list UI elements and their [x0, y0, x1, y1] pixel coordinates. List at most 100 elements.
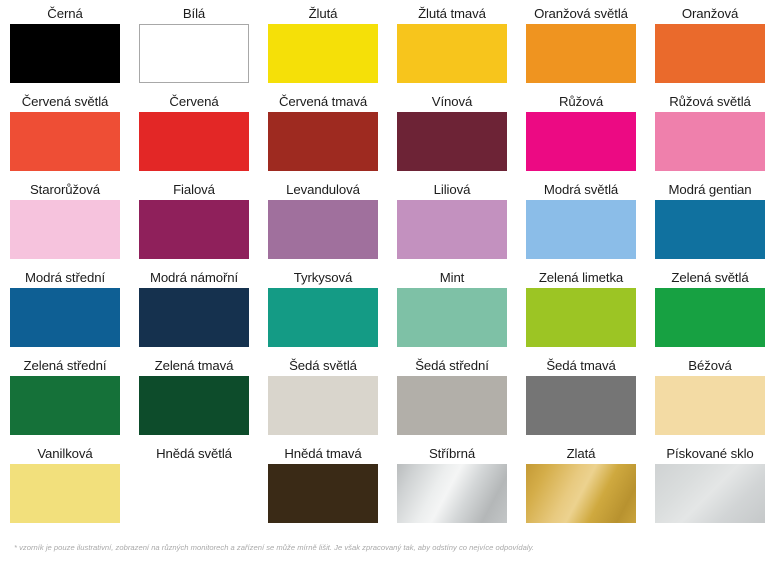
swatch-cell[interactable]: Růžová: [526, 92, 636, 180]
swatch-color-chip[interactable]: [139, 376, 249, 435]
swatch-cell[interactable]: Zelená světlá: [655, 268, 765, 356]
swatch-cell[interactable]: Šedá tmavá: [526, 356, 636, 444]
swatch-cell[interactable]: Zelená limetka: [526, 268, 636, 356]
swatch-cell[interactable]: Vanilková: [10, 444, 120, 532]
swatch-cell[interactable]: Hnědá světlá: [139, 444, 249, 532]
swatch-color-chip[interactable]: [526, 24, 636, 83]
swatch-color-chip[interactable]: [655, 376, 765, 435]
swatch-label: Zlatá: [566, 446, 596, 462]
swatch-label: Vínová: [431, 94, 473, 110]
swatch-color-chip[interactable]: [139, 288, 249, 347]
swatch-label: Bílá: [182, 6, 206, 22]
swatch-cell[interactable]: Oranžová světlá: [526, 4, 636, 92]
swatch-color-chip[interactable]: [10, 24, 120, 83]
swatch-cell[interactable]: Mint: [397, 268, 507, 356]
swatch-cell[interactable]: Modrá gentian: [655, 180, 765, 268]
swatch-label: Žlutá tmavá: [418, 6, 486, 22]
swatch-color-chip[interactable]: [139, 464, 249, 523]
swatch-color-chip[interactable]: [10, 200, 120, 259]
swatch-label: Hnědá světlá: [156, 446, 232, 462]
swatch-color-chip[interactable]: [655, 200, 765, 259]
swatch-color-chip[interactable]: [268, 464, 378, 523]
swatch-label: Šedá světlá: [289, 358, 357, 374]
swatch-cell[interactable]: Žlutá: [268, 4, 378, 92]
swatch-cell[interactable]: Červená světlá: [10, 92, 120, 180]
swatch-color-chip[interactable]: [10, 464, 120, 523]
swatch-cell[interactable]: Tyrkysová: [268, 268, 378, 356]
swatch-color-chip[interactable]: [526, 288, 636, 347]
swatch-label: Stříbrná: [428, 446, 476, 462]
swatch-cell[interactable]: Bílá: [139, 4, 249, 92]
swatch-color-chip[interactable]: [526, 112, 636, 171]
swatch-color-chip[interactable]: [268, 112, 378, 171]
swatch-cell[interactable]: Levandulová: [268, 180, 378, 268]
swatch-label: Vanilková: [37, 446, 93, 462]
swatch-label: Oranžová světlá: [534, 6, 628, 22]
swatch-label: Šedá střední: [415, 358, 489, 374]
swatch-color-chip[interactable]: [655, 464, 765, 523]
swatch-label: Liliová: [433, 182, 471, 198]
swatch-color-chip[interactable]: [655, 112, 765, 171]
swatch-cell[interactable]: Vínová: [397, 92, 507, 180]
swatch-label: Červená tmavá: [278, 94, 368, 110]
swatch-label: Hnědá tmavá: [284, 446, 362, 462]
swatch-label: Žlutá: [308, 6, 338, 22]
swatch-color-chip[interactable]: [139, 200, 249, 259]
swatch-color-chip[interactable]: [655, 288, 765, 347]
swatch-label: Levandulová: [286, 182, 360, 198]
swatch-cell[interactable]: Černá: [10, 4, 120, 92]
swatch-color-chip[interactable]: [397, 288, 507, 347]
swatch-color-chip[interactable]: [268, 288, 378, 347]
swatch-label: Růžová: [558, 94, 604, 110]
swatch-color-chip[interactable]: [10, 288, 120, 347]
swatch-color-chip[interactable]: [397, 200, 507, 259]
swatch-color-chip[interactable]: [397, 112, 507, 171]
swatch-label: Šedá tmavá: [546, 358, 616, 374]
swatch-color-chip[interactable]: [397, 464, 507, 523]
swatch-color-chip[interactable]: [268, 376, 378, 435]
swatch-cell[interactable]: Liliová: [397, 180, 507, 268]
swatch-color-chip[interactable]: [526, 376, 636, 435]
swatch-cell[interactable]: Šedá střední: [397, 356, 507, 444]
swatch-label: Zelená světlá: [671, 270, 749, 286]
swatch-color-chip[interactable]: [10, 376, 120, 435]
swatch-cell[interactable]: Modrá světlá: [526, 180, 636, 268]
swatch-cell[interactable]: Šedá světlá: [268, 356, 378, 444]
swatch-color-chip[interactable]: [397, 376, 507, 435]
swatch-cell[interactable]: Zlatá: [526, 444, 636, 532]
swatch-color-chip[interactable]: [526, 200, 636, 259]
swatch-cell[interactable]: Starorůžová: [10, 180, 120, 268]
swatch-cell[interactable]: Žlutá tmavá: [397, 4, 507, 92]
swatch-cell[interactable]: Béžová: [655, 356, 765, 444]
swatch-cell[interactable]: Pískované sklo: [655, 444, 765, 532]
swatch-cell[interactable]: Zelená tmavá: [139, 356, 249, 444]
swatch-cell[interactable]: Červená tmavá: [268, 92, 378, 180]
swatch-cell[interactable]: Hnědá tmavá: [268, 444, 378, 532]
swatch-label: Modrá střední: [24, 270, 106, 286]
swatch-cell[interactable]: Modrá námořní: [139, 268, 249, 356]
swatch-cell[interactable]: Modrá střední: [10, 268, 120, 356]
swatch-color-chip[interactable]: [526, 464, 636, 523]
swatch-color-chip[interactable]: [139, 112, 249, 171]
swatch-cell[interactable]: Fialová: [139, 180, 249, 268]
swatch-label: Červená: [169, 94, 219, 110]
swatch-label: Starorůžová: [29, 182, 100, 198]
swatch-cell[interactable]: Oranžová: [655, 4, 765, 92]
swatch-label: Modrá gentian: [668, 182, 752, 198]
swatch-cell[interactable]: Červená: [139, 92, 249, 180]
swatch-cell[interactable]: Stříbrná: [397, 444, 507, 532]
swatch-grid: Černá Bílá Žlutá Žlutá tmavá Oranžová světlá…: [10, 4, 765, 532]
swatch-color-chip[interactable]: [397, 24, 507, 83]
swatch-color-chip[interactable]: [268, 200, 378, 259]
swatch-label: Zelená střední: [23, 358, 107, 374]
swatch-color-chip[interactable]: [139, 24, 249, 83]
swatch-color-chip[interactable]: [655, 24, 765, 83]
swatch-label: Modrá námořní: [149, 270, 239, 286]
swatch-color-chip[interactable]: [10, 112, 120, 171]
swatch-label: Oranžová: [681, 6, 739, 22]
swatch-color-chip[interactable]: [268, 24, 378, 83]
swatch-cell[interactable]: Růžová světlá: [655, 92, 765, 180]
swatch-cell[interactable]: Zelená střední: [10, 356, 120, 444]
swatch-label: Tyrkysová: [293, 270, 353, 286]
